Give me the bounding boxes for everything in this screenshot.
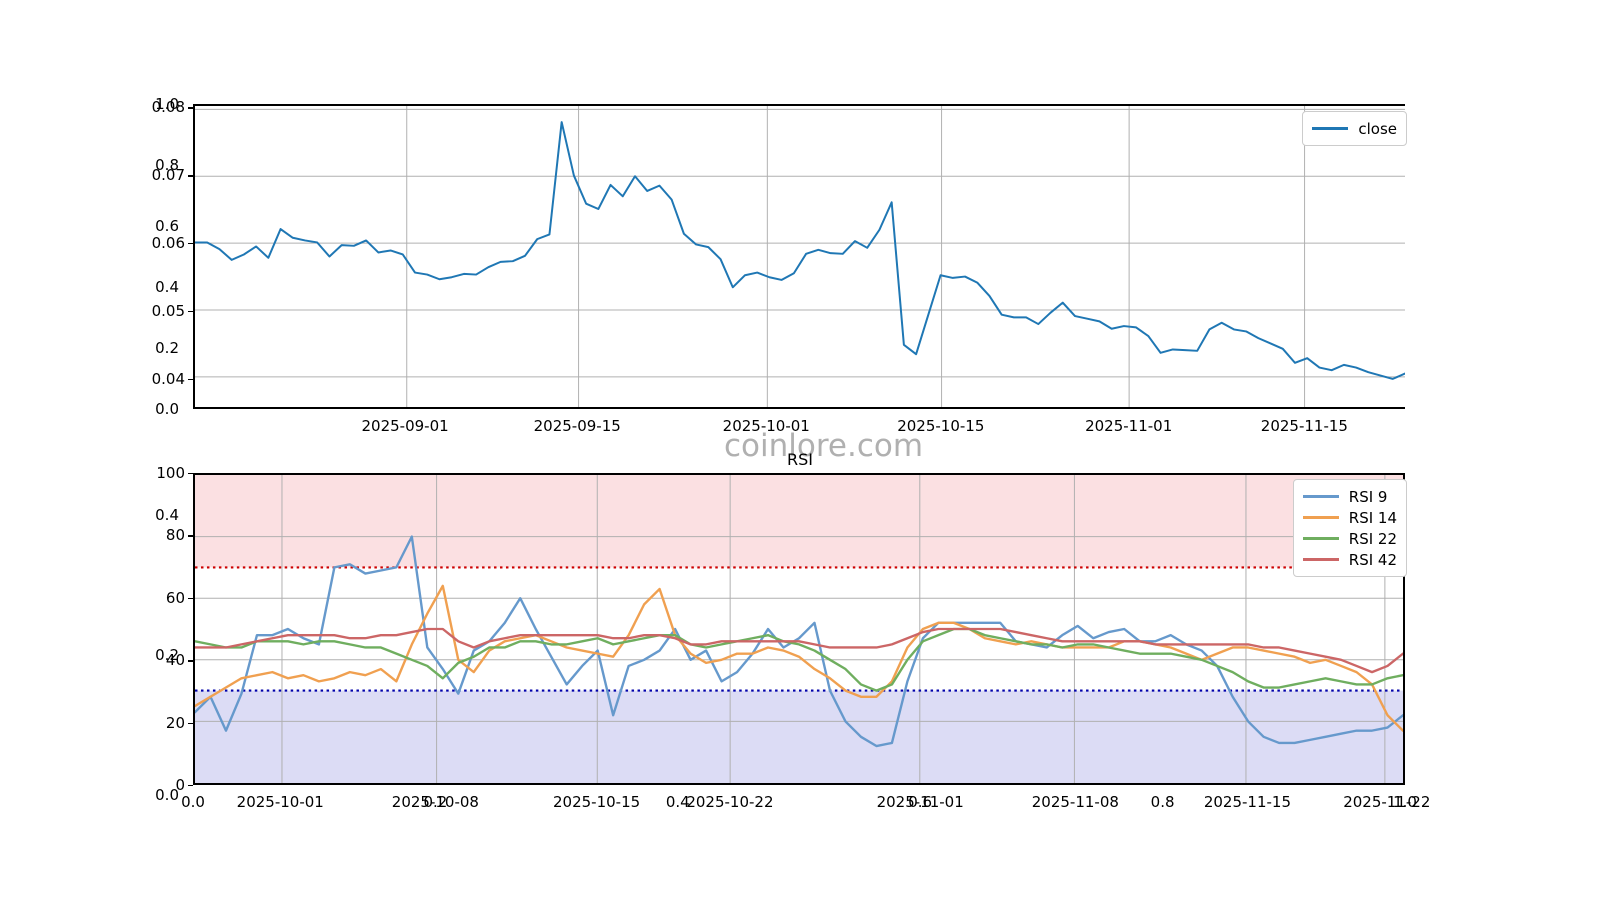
price-ytick-mark [188,107,193,109]
rsi-legend-item-rsi-42[interactable]: RSI 42 [1302,549,1397,570]
rsi-ytick-secondary-0.0: 0.0 [155,786,179,804]
rsi-ytick-80: 80 [165,526,185,545]
price-xtick-2025-10-15: 2025-10-15 [897,417,985,435]
rsi-legend-label: RSI 14 [1348,508,1397,527]
price-xtick-2025-11-15: 2025-11-15 [1260,417,1348,435]
price-ytick-0.08: 0.08 [151,98,185,117]
rsi-xtick-2025-11-01: 2025-11-01 [876,793,964,811]
watermark-coinlore: coinlore.com [724,428,924,464]
rsi-ytick-100: 100 [156,464,185,482]
price-plot-svg [195,106,1405,407]
price-ytick-secondary-1.0: 1.0 [155,95,179,113]
rsi-title: RSI [787,450,813,469]
price-ytick-secondary-0.2: 0.2 [155,339,179,357]
rsi-xtick-2025-10-01: 2025-10-01 [236,793,324,811]
price-legend-label: close [1358,119,1397,138]
price-chart-panel [193,104,1405,409]
price-ytick-0.07: 0.07 [151,166,185,185]
price-ytick-secondary-0.0: 0.0 [155,400,179,418]
rsi-xtick-2025-10-22: 2025-10-22 [686,793,774,811]
rsi-xtick-secondary-0.6: 0.6 [908,793,933,811]
rsi-xtick-2025-10-15: 2025-10-15 [553,793,641,811]
price-ytick-mark [188,242,193,245]
rsi-ytick-mark [188,597,193,600]
legend-line-swatch-rsi-14 [1302,516,1339,519]
rsi-xtick-2025-11-08: 2025-11-08 [1031,793,1119,811]
rsi-ytick-mark [188,473,193,475]
rsi-ytick-mark [188,535,193,537]
rsi-xtick-secondary-1.0: 1.0 [1393,793,1417,811]
rsi-legend-item-rsi-14[interactable]: RSI 14 [1302,507,1397,528]
rsi-legend-item-rsi-22[interactable]: RSI 22 [1302,528,1397,549]
rsi-chart-panel [193,473,1405,785]
price-ytick-mark [188,175,193,177]
rsi-legend-label: RSI 22 [1348,529,1397,548]
price-ytick-secondary-0.4: 0.4 [155,278,179,296]
rsi-legend-label: RSI 42 [1348,550,1397,569]
price-legend-item-close[interactable]: close [1312,118,1397,139]
price-xtick-2025-09-01: 2025-09-01 [361,417,449,435]
legend-line-swatch-close [1312,127,1349,130]
rsi-legend-label: RSI 9 [1348,487,1388,506]
price-xtick-2025-11-01: 2025-11-01 [1085,417,1173,435]
rsi-legend[interactable]: RSI 9 RSI 14 RSI 22 RSI 42 [1292,479,1407,577]
price-ytick-0.06: 0.06 [151,233,185,252]
price-ytick-0.05: 0.05 [151,301,185,320]
rsi-ytick-20: 20 [165,713,185,732]
rsi-ytick-mark [188,660,193,662]
legend-line-swatch-rsi-42 [1302,558,1339,561]
rsi-legend-item-rsi-9[interactable]: RSI 9 [1302,486,1397,507]
rsi-ytick-40: 40 [165,651,185,670]
rsi-xtick-secondary-0.8: 0.8 [1150,793,1175,811]
rsi-xtick-secondary-0.2: 0.2 [423,793,448,811]
rsi-ytick-0: 0 [175,776,185,794]
price-ytick-0.04: 0.04 [151,369,185,388]
legend-line-swatch-rsi-22 [1302,537,1339,540]
price-xtick-2025-09-15: 2025-09-15 [533,417,621,435]
rsi-ytick-mark [188,785,193,787]
rsi-ytick-secondary-0.2: 0.2 [155,646,179,664]
rsi-ytick-secondary-0.4: 0.4 [155,506,179,524]
price-ytick-secondary-0.6: 0.6 [155,217,179,235]
rsi-xtick-secondary-0.4: 0.4 [665,793,690,811]
rsi-xtick-2025-11-22: 2025-11-22 [1343,793,1431,811]
rsi-ytick-60: 60 [165,588,185,607]
price-ytick-secondary-0.8: 0.8 [155,156,179,174]
rsi-ytick-mark [188,722,193,724]
price-ytick-mark [188,378,193,380]
legend-line-swatch-rsi-9 [1302,495,1339,498]
rsi-plot-svg [195,475,1403,783]
price-legend[interactable]: close [1302,111,1407,146]
rsi-xtick-2025-11-15: 2025-11-15 [1203,793,1292,811]
price-ytick-mark [188,310,193,313]
rsi-xtick-2025-10-08: 2025-10-08 [391,793,479,811]
price-xtick-2025-10-01: 2025-10-01 [722,417,810,435]
rsi-xtick-secondary-0.0: 0.0 [181,793,205,811]
